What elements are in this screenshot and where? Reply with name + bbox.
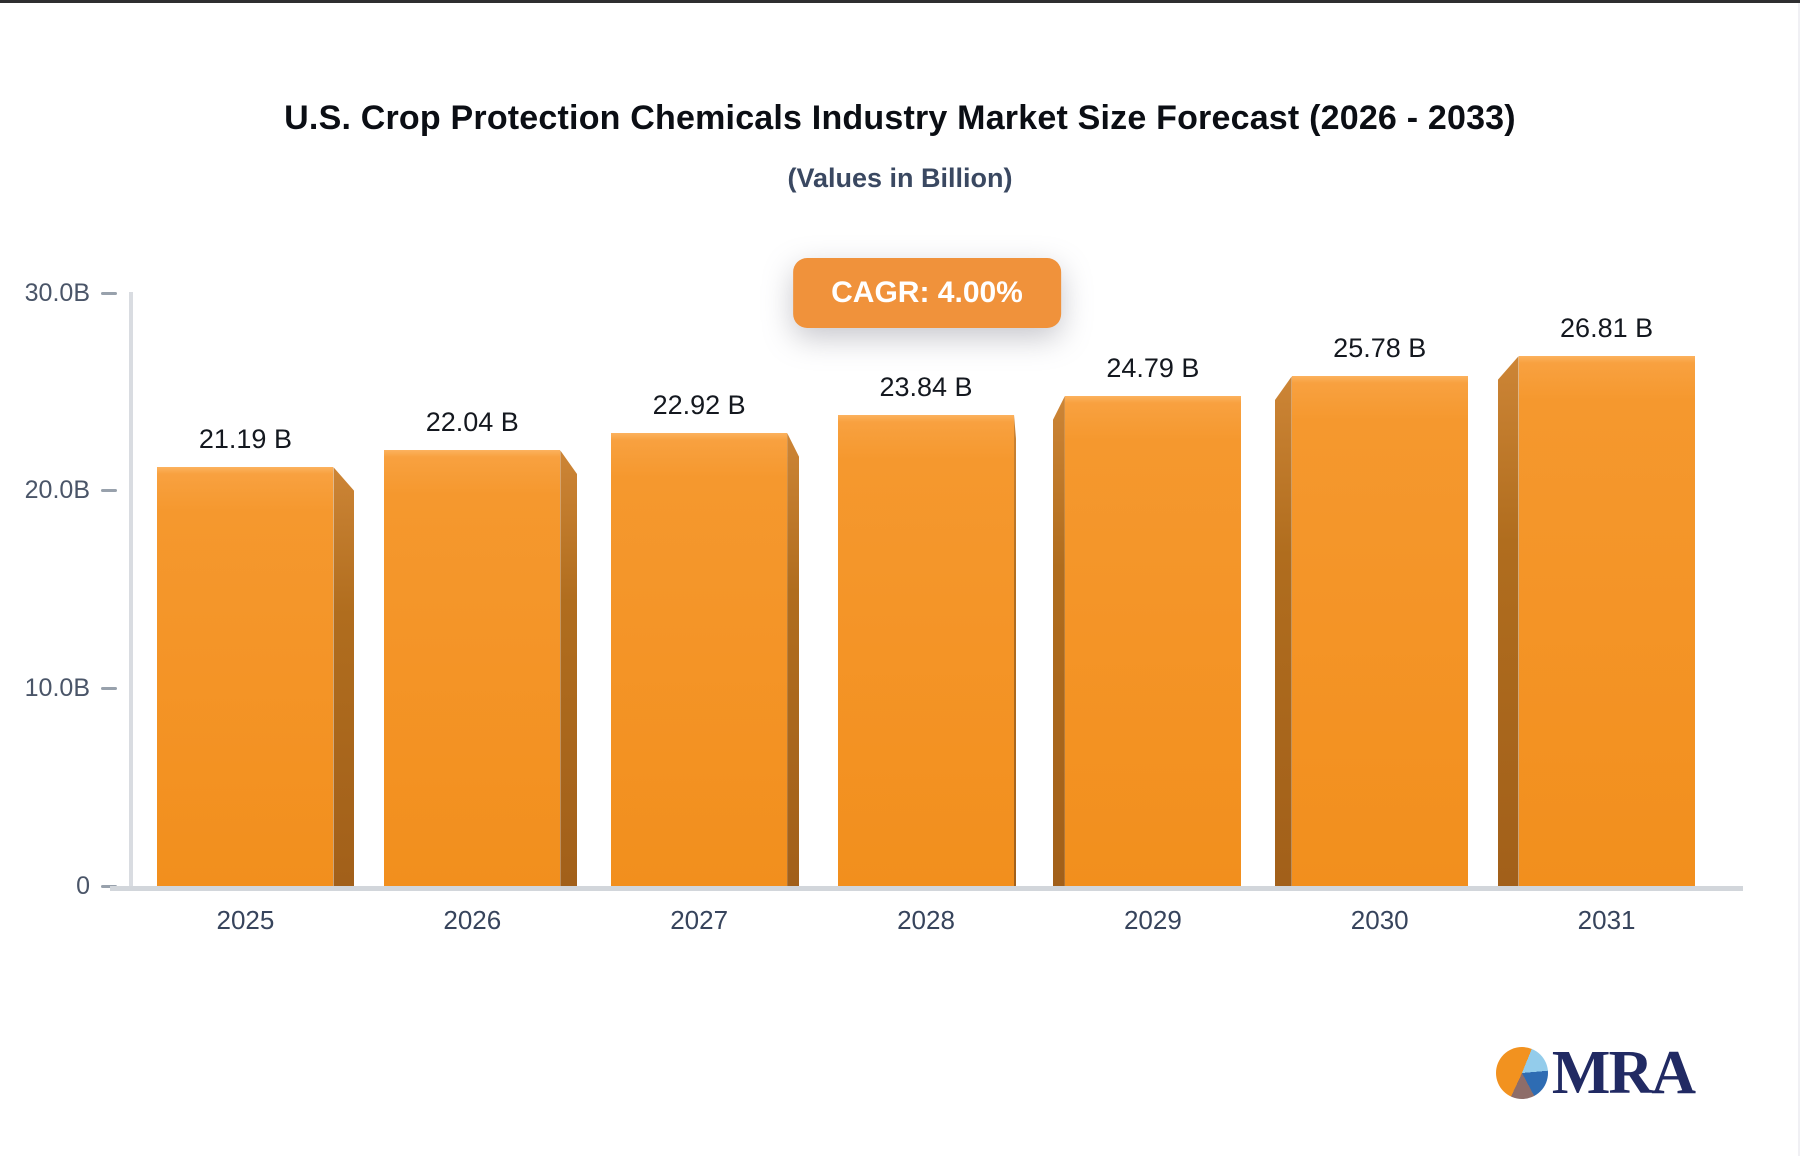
bar-slot: 21.19 B (132, 293, 359, 886)
y-axis-tick: 30.0B (0, 278, 130, 308)
y-axis-tick: 20.0B (0, 476, 130, 506)
bar-value-label: 25.78 B (1333, 333, 1427, 364)
chart-title: U.S. Crop Protection Chemicals Industry … (284, 99, 1516, 137)
y-axis-tick-mark (101, 291, 117, 295)
x-axis-labels: 2025 2026 2027 2028 2029 2030 2031 (132, 905, 1720, 936)
y-axis-line (129, 292, 133, 886)
bar: 21.19 B (157, 424, 355, 886)
cagr-badge: CAGR: 4.00% (793, 258, 1061, 328)
bar-3d-side (1274, 376, 1292, 886)
x-baseline (110, 886, 1743, 891)
y-axis-tick-label: 0 (76, 871, 90, 900)
bar: 22.92 B (611, 390, 800, 886)
bar-value-label: 22.92 B (652, 389, 746, 420)
y-axis: 0 10.0B 20.0B 30.0B (0, 279, 130, 900)
bar: 26.81 B (1497, 313, 1695, 886)
bar-slot: 22.92 B (586, 293, 813, 886)
bar: 24.79 B (1052, 353, 1241, 886)
bar: 22.04 B (384, 407, 578, 886)
bar-slot: 26.81 B (1493, 293, 1720, 886)
bar-value-label: 22.04 B (425, 407, 519, 438)
bar-3d-side (1014, 414, 1016, 886)
x-axis-label: 2027 (670, 905, 729, 935)
bar-3d-side (333, 467, 355, 886)
y-axis-tick: 0 (0, 871, 130, 901)
bar-value-label: 21.19 B (198, 424, 292, 455)
bar-slot: 23.84 B (813, 293, 1040, 886)
logo: MRA (1495, 1039, 1696, 1107)
x-axis-label: 2026 (443, 905, 502, 935)
x-axis-label: 2028 (897, 905, 955, 935)
bar: 25.78 B (1274, 333, 1468, 886)
y-axis-tick-mark (101, 489, 117, 493)
bar-3d-side (1497, 356, 1519, 886)
y-axis-tick-mark (101, 884, 117, 888)
plot-area: 21.19 B 22.04 B 22.92 B 23.84 B 24.79 B 25.78… (132, 293, 1720, 886)
logo-text: MRA (1551, 1039, 1696, 1107)
bar-value-label: 26.81 B (1560, 313, 1654, 344)
page-right-border (1798, 3, 1800, 1156)
bar-3d-side (787, 432, 800, 886)
y-axis-tick-label: 10.0B (24, 673, 90, 702)
x-axis-label: 2029 (1123, 905, 1182, 935)
bar-value-label: 23.84 B (879, 371, 973, 402)
bar-slot: 25.78 B (1266, 293, 1493, 886)
y-axis-tick-label: 20.0B (24, 476, 90, 505)
bar: 23.84 B (838, 372, 1016, 886)
bar-slot: 22.04 B (359, 293, 586, 886)
y-axis-tick-mark (101, 686, 117, 690)
bar-slot: 24.79 B (1039, 293, 1266, 886)
x-axis-label: 2031 (1577, 905, 1636, 935)
pie-chart-icon (1495, 1047, 1548, 1099)
x-axis-label: 2025 (216, 905, 275, 935)
y-axis-tick-label: 30.0B (24, 278, 90, 307)
y-axis-tick: 10.0B (0, 673, 130, 703)
bar-3d-side (1052, 395, 1065, 886)
bar-value-label: 24.79 B (1106, 352, 1200, 383)
bar-3d-side (560, 450, 578, 886)
chart-subtitle: (Values in Billion) (787, 163, 1013, 193)
x-axis-label: 2030 (1350, 905, 1409, 935)
